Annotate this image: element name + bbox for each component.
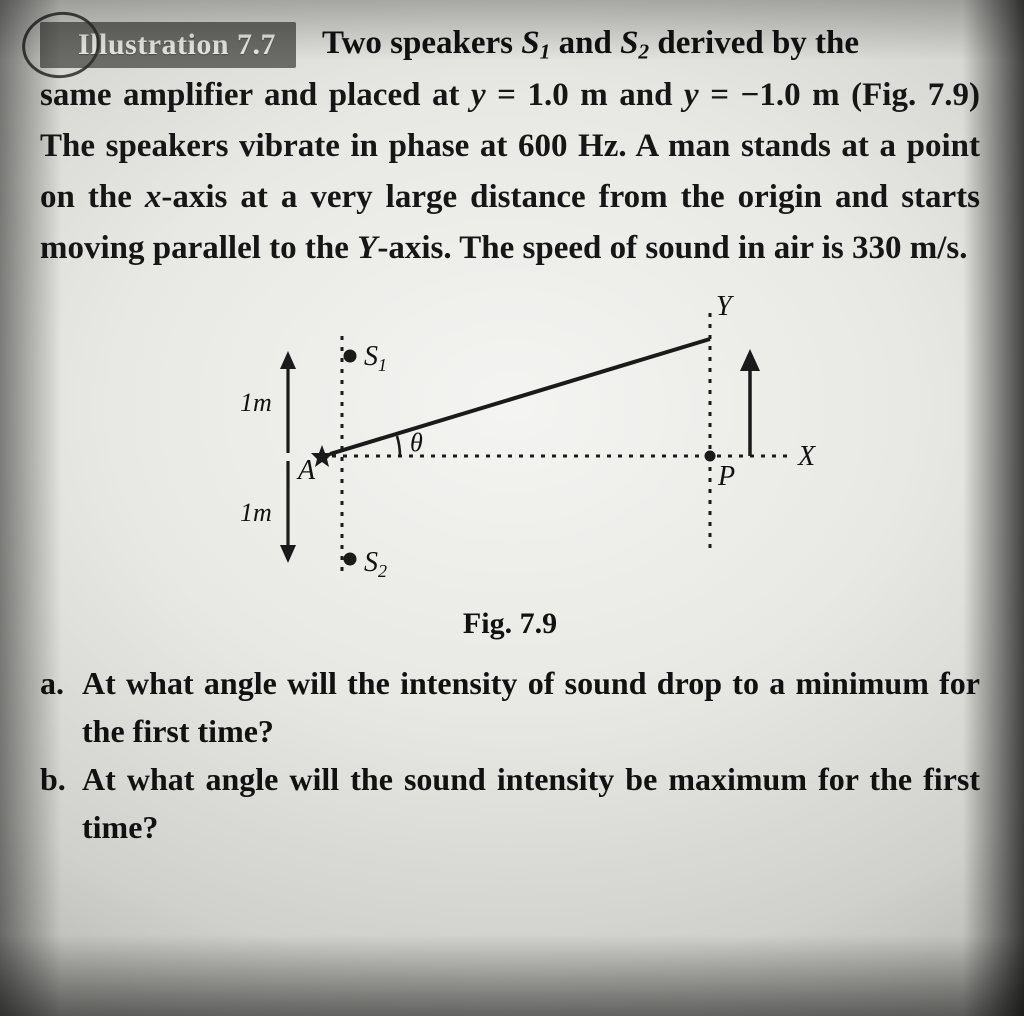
- label-1m-lower: 1m: [240, 498, 272, 527]
- illus-prefix: Illustration: [78, 28, 229, 61]
- question-a-text: At what angle will the intensity of soun…: [82, 659, 980, 755]
- figure-caption: Fig. 7.9: [40, 607, 980, 641]
- label-X: X: [797, 441, 816, 472]
- page-content: Illustration 7.7 Two speakers S1 and S2 …: [40, 22, 980, 851]
- label-Y: Y: [716, 291, 735, 322]
- illustration-header: Illustration 7.7 Two speakers S1 and S2 …: [40, 22, 980, 68]
- label-S2: S2: [364, 547, 387, 581]
- problem-statement: same amplifier and placed at y = 1.0 m a…: [40, 70, 980, 275]
- intro-inline: Two speakers S1 and S2 derived by the sa…: [322, 25, 859, 64]
- question-b: b. At what angle will the sound intensit…: [40, 755, 980, 851]
- question-a: a. At what angle will the intensity of s…: [40, 659, 980, 755]
- question-a-marker: a.: [40, 659, 72, 755]
- label-1m-upper: 1m: [240, 388, 272, 417]
- figure-7-9: 1m 1m A S1 S2 X P Y: [40, 281, 980, 601]
- question-b-text: At what angle will the sound intensity b…: [82, 755, 980, 851]
- label-theta: θ: [410, 428, 423, 457]
- label-S1: S1: [364, 341, 387, 375]
- questions: a. At what angle will the intensity of s…: [40, 659, 980, 851]
- label-P: P: [717, 461, 735, 492]
- figure-svg: 1m 1m A S1 S2 X P Y: [150, 281, 870, 601]
- illus-number: 7.7: [237, 28, 276, 61]
- label-A: A: [296, 455, 316, 486]
- question-b-marker: b.: [40, 755, 72, 851]
- illustration-label: Illustration 7.7: [40, 22, 296, 68]
